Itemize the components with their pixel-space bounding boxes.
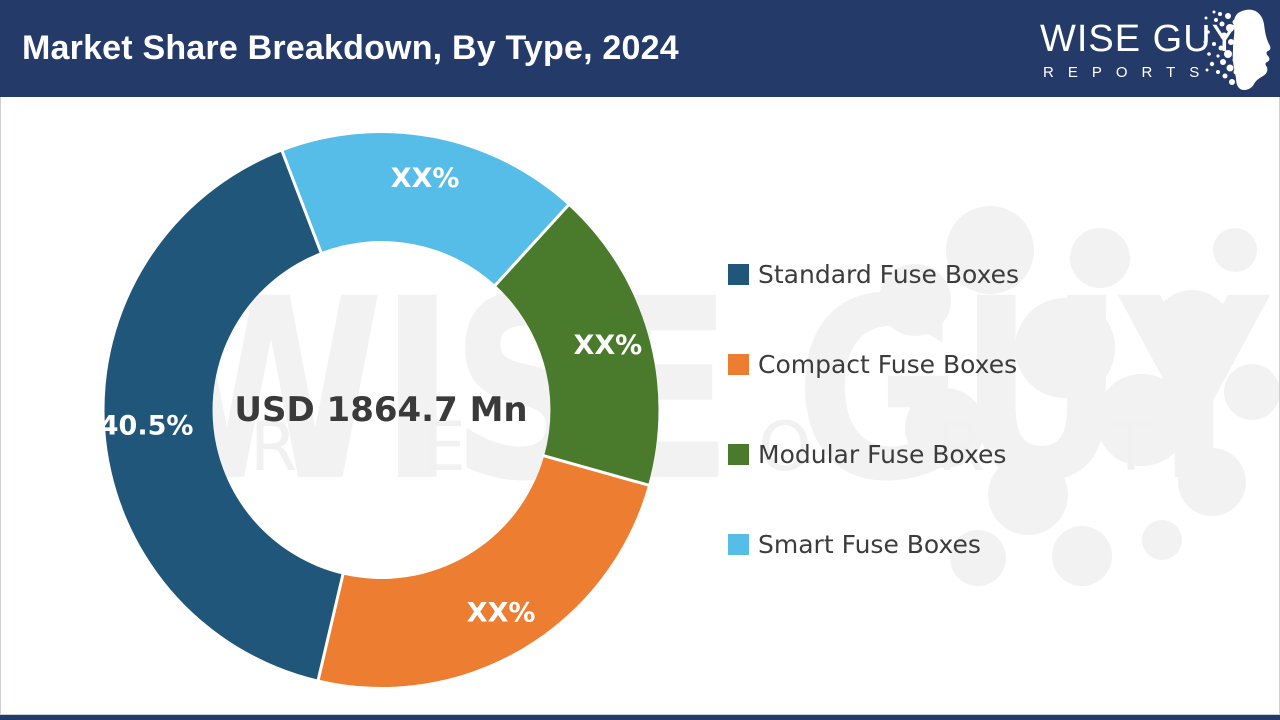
legend-label-standard-fuse-boxes: Standard Fuse Boxes [758,259,1019,289]
pct-label-compact-fuse-boxes: XX% [467,597,536,628]
legend-item-standard-fuse-boxes: Standard Fuse Boxes [728,259,1019,289]
legend-label-smart-fuse-boxes: Smart Fuse Boxes [758,529,981,559]
legend-item-smart-fuse-boxes: Smart Fuse Boxes [728,529,981,559]
header-bar: Market Share Breakdown, By Type, 2024 WI… [0,0,1280,97]
wedge-smart-fuse-boxes [282,132,569,286]
footer-bar [0,715,1280,720]
logo-face-icon [1203,9,1271,90]
wise-guy-reports-logo: WISE GUY REPORTS [1032,4,1272,94]
wedge-separator [316,573,345,682]
legend-item-compact-fuse-boxes: Compact Fuse Boxes [728,349,1018,379]
wedge-modular-fuse-boxes [495,205,659,486]
wedge-separator [542,454,650,487]
logo-wordmark: WISE GUY [1040,18,1239,60]
legend-swatch-smart-fuse-boxes [728,533,749,555]
legend-swatch-compact-fuse-boxes [728,353,749,375]
page-title: Market Share Breakdown, By Type, 2024 [22,29,679,67]
wedge-standard-fuse-boxes [104,151,343,680]
wedge-separator [280,149,323,254]
pct-label-smart-fuse-boxes: XX% [391,163,460,194]
legend-label-compact-fuse-boxes: Compact Fuse Boxes [758,349,1018,379]
legend-label-modular-fuse-boxes: Modular Fuse Boxes [758,439,1007,469]
wedge-separator [493,203,571,287]
pct-label-modular-fuse-boxes: XX% [574,330,643,361]
logo-subtext: REPORTS [1043,64,1214,81]
chart-center-value: USD 1864.7 Mn [234,390,528,430]
legend-swatch-modular-fuse-boxes [728,443,749,465]
wedge-compact-fuse-boxes [318,455,649,687]
legend-swatch-standard-fuse-boxes [728,263,749,285]
legend-item-modular-fuse-boxes: Modular Fuse Boxes [728,439,1007,469]
pct-label-standard-fuse-boxes: 40.5% [100,411,194,442]
